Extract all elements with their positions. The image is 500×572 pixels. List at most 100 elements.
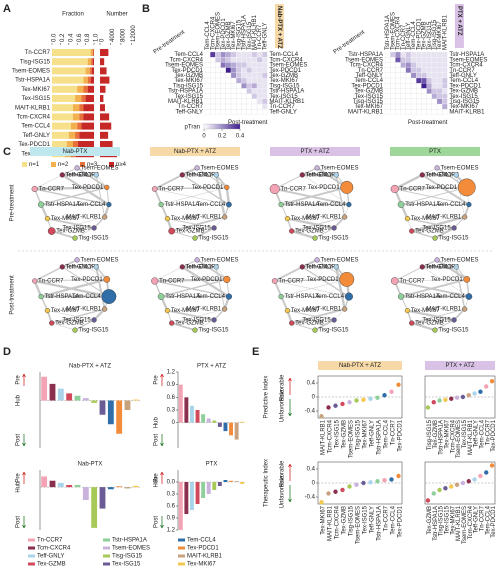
node — [432, 235, 438, 241]
legend-label: n≥4 — [116, 162, 127, 168]
bar — [234, 422, 239, 440]
node — [284, 216, 291, 222]
row-label: Tex-ISG15 — [22, 96, 51, 102]
row-label: Tex-PDCD1 — [351, 83, 383, 89]
fraction-bar — [90, 49, 93, 56]
heat-cell — [436, 88, 443, 94]
heat-cell — [241, 51, 247, 58]
fraction-bar — [81, 95, 86, 102]
edge — [274, 174, 303, 190]
edge — [161, 187, 227, 205]
heat-grid — [410, 83, 417, 89]
node — [314, 165, 320, 171]
heat-cell — [442, 72, 448, 79]
edge — [154, 266, 183, 282]
row-label: Tstr-HSPA1A — [269, 89, 304, 95]
heat-cell — [256, 62, 263, 68]
tick-label: 0.4 — [68, 33, 74, 42]
node-label: Tex-ISG15 — [182, 226, 211, 232]
bar — [107, 487, 114, 490]
tick-label: -0.4 — [305, 409, 316, 415]
heat-grid — [395, 72, 401, 79]
row-label: Tn-CCR7 — [358, 68, 384, 74]
edge — [281, 279, 347, 297]
x-tick-label: Tisg-ISG15 — [356, 419, 362, 450]
node — [72, 235, 78, 241]
edge — [434, 226, 455, 240]
heat-grid — [236, 109, 242, 115]
heat-cell — [426, 88, 432, 94]
legend-label: Tcm-CXCR4 — [37, 546, 71, 552]
heat-cell — [241, 83, 247, 89]
x-tick-label: Tcm-CXCR4 — [328, 419, 334, 453]
legend-swatch — [28, 562, 35, 566]
heat-grid — [241, 88, 247, 94]
edge — [335, 266, 346, 310]
x-tick-label: Tex-ISG15 — [363, 505, 369, 534]
heat-cell — [431, 62, 438, 68]
node — [151, 277, 159, 285]
axis-label: Post — [16, 516, 22, 528]
node-label: Tem-CCL4 — [72, 294, 101, 300]
heat-grid — [215, 67, 221, 73]
heat-grid — [400, 109, 406, 115]
node-label: Tex-GZMB — [295, 321, 324, 327]
heat-cell — [416, 77, 422, 84]
x-tick-label: Teff-GNLY — [474, 420, 480, 447]
legend-label: Tstr-HSPA1A — [112, 538, 147, 544]
node — [101, 289, 117, 304]
tick-label: 0 — [172, 420, 176, 426]
heat-grid — [400, 83, 406, 89]
column-label: Tex-MKI67 — [231, 21, 237, 50]
edge — [394, 186, 467, 190]
heat-grid — [431, 98, 438, 105]
tick-label: 0.0 — [167, 480, 176, 486]
heat-cell — [251, 62, 258, 68]
node-label: Tn-CCR7 — [399, 279, 425, 285]
heat-grid — [426, 93, 432, 99]
point — [326, 405, 331, 410]
phase-label: Post-treatment — [10, 275, 16, 315]
heat-grid — [436, 109, 443, 115]
column-label: Tem-CCL4 — [205, 21, 211, 50]
tick-label: 1.0 — [94, 33, 100, 42]
node-label: Tn-CCR7 — [38, 279, 64, 285]
heat-cell — [262, 77, 268, 84]
x-tick-label: MAIT-KLRB1 — [468, 419, 474, 455]
heat-cell — [220, 57, 226, 63]
point — [478, 389, 483, 394]
heat-grid — [405, 103, 412, 110]
node — [93, 264, 99, 270]
bar — [184, 397, 189, 423]
x-tick-label: Tcm-CXCR4 — [450, 419, 456, 453]
heat-cell — [236, 72, 242, 79]
heat-cell — [262, 57, 268, 63]
heat-grid — [246, 109, 252, 115]
heat-cell — [421, 57, 427, 63]
heat-grid — [225, 72, 232, 79]
edge — [167, 309, 215, 321]
legend-swatch — [103, 546, 110, 550]
heat-grid — [384, 83, 391, 89]
edge — [167, 218, 215, 229]
panel-letter: C — [3, 146, 11, 158]
treatment-box — [390, 147, 480, 156]
bar — [195, 410, 200, 423]
edge — [301, 167, 318, 176]
fraction-bar — [83, 85, 88, 93]
column-label: Tex-GZMB — [422, 21, 428, 50]
heat-grid — [241, 109, 247, 115]
bar — [116, 400, 123, 434]
row-label: Tcm-CXCR4 — [170, 57, 204, 63]
node-label: Tsem-EOMES — [441, 165, 479, 171]
heat-cell — [390, 51, 396, 58]
row-label: Tsem-EOMES — [165, 63, 203, 69]
node-label: Tem-CCL4 — [77, 202, 106, 208]
heat-cell — [442, 88, 448, 94]
node-label: Teff-GNLY — [185, 264, 212, 270]
heat-grid — [236, 103, 242, 110]
column-label: Tn-CCR7 — [401, 24, 407, 50]
edge — [40, 278, 108, 298]
heat-grid — [246, 93, 252, 99]
row-label: MAIT-KLRB1 — [269, 99, 305, 105]
